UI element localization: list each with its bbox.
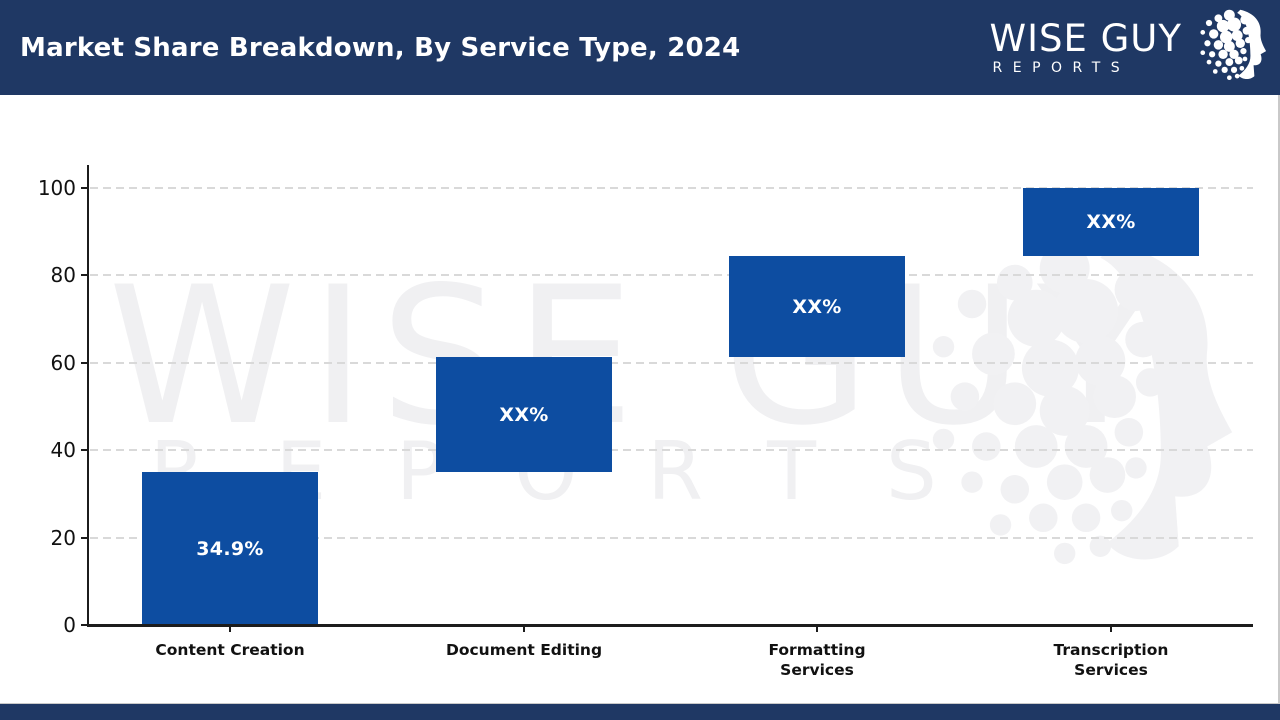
gridline-100 (90, 186, 1253, 189)
bar-segment-2: XX% (436, 357, 612, 473)
x-axis-tick-3 (816, 627, 818, 632)
y-axis-tick-60 (81, 361, 88, 364)
gridline-80 (90, 274, 1253, 276)
x-axis-line (87, 624, 1253, 627)
category-label-2: Document Editing (445, 641, 603, 659)
page-title: Market Share Breakdown, By Service Type,… (20, 32, 741, 63)
y-tick-label-0: 0 (63, 613, 76, 637)
x-axis-tick-1 (229, 627, 231, 632)
wiseguy-face-icon (1200, 9, 1267, 81)
y-axis-tick-20 (81, 536, 88, 539)
wiseguy-logo: WISE GUY REPORTS (990, 4, 1270, 92)
watermark-face-icon (932, 243, 1233, 565)
y-tick-label-60: 60 (50, 350, 76, 375)
gridline-40 (90, 449, 1253, 451)
footer-bar (0, 704, 1280, 720)
bar-segment-1: 34.9% (142, 472, 318, 625)
gridline-20 (90, 536, 1253, 539)
bar-segment-3: XX% (729, 256, 905, 358)
bar-value-label: XX% (499, 403, 549, 426)
y-tick-label-40: 40 (50, 438, 76, 462)
y-tick-label-20: 20 (50, 525, 76, 550)
bar-segment-4: XX% (1023, 187, 1199, 257)
y-axis-tick-0 (81, 624, 88, 626)
bar-value-label: XX% (792, 295, 842, 318)
y-axis-tick-80 (81, 274, 88, 276)
category-label-3: Formatting Services (768, 641, 866, 679)
category-label-1: Content Creation (155, 641, 305, 659)
category-label-4: Transcription Services (1053, 641, 1169, 679)
header-bar: Market Share Breakdown, By Service Type,… (0, 0, 1280, 95)
bar-value-label: XX% (1086, 210, 1136, 233)
y-axis-tick-100 (81, 186, 88, 189)
gridline-60 (90, 361, 1253, 364)
y-tick-label-100: 100 (37, 175, 76, 200)
x-axis-tick-4 (1110, 627, 1112, 632)
logo-subtitle: REPORTS (992, 60, 1131, 76)
bar-value-label: 34.9% (196, 537, 264, 560)
y-axis-tick-40 (81, 449, 88, 451)
y-axis-line (87, 165, 89, 627)
y-tick-label-80: 80 (50, 263, 76, 287)
x-axis-tick-2 (523, 627, 525, 632)
logo-wordmark: WISE GUY (989, 17, 1182, 60)
